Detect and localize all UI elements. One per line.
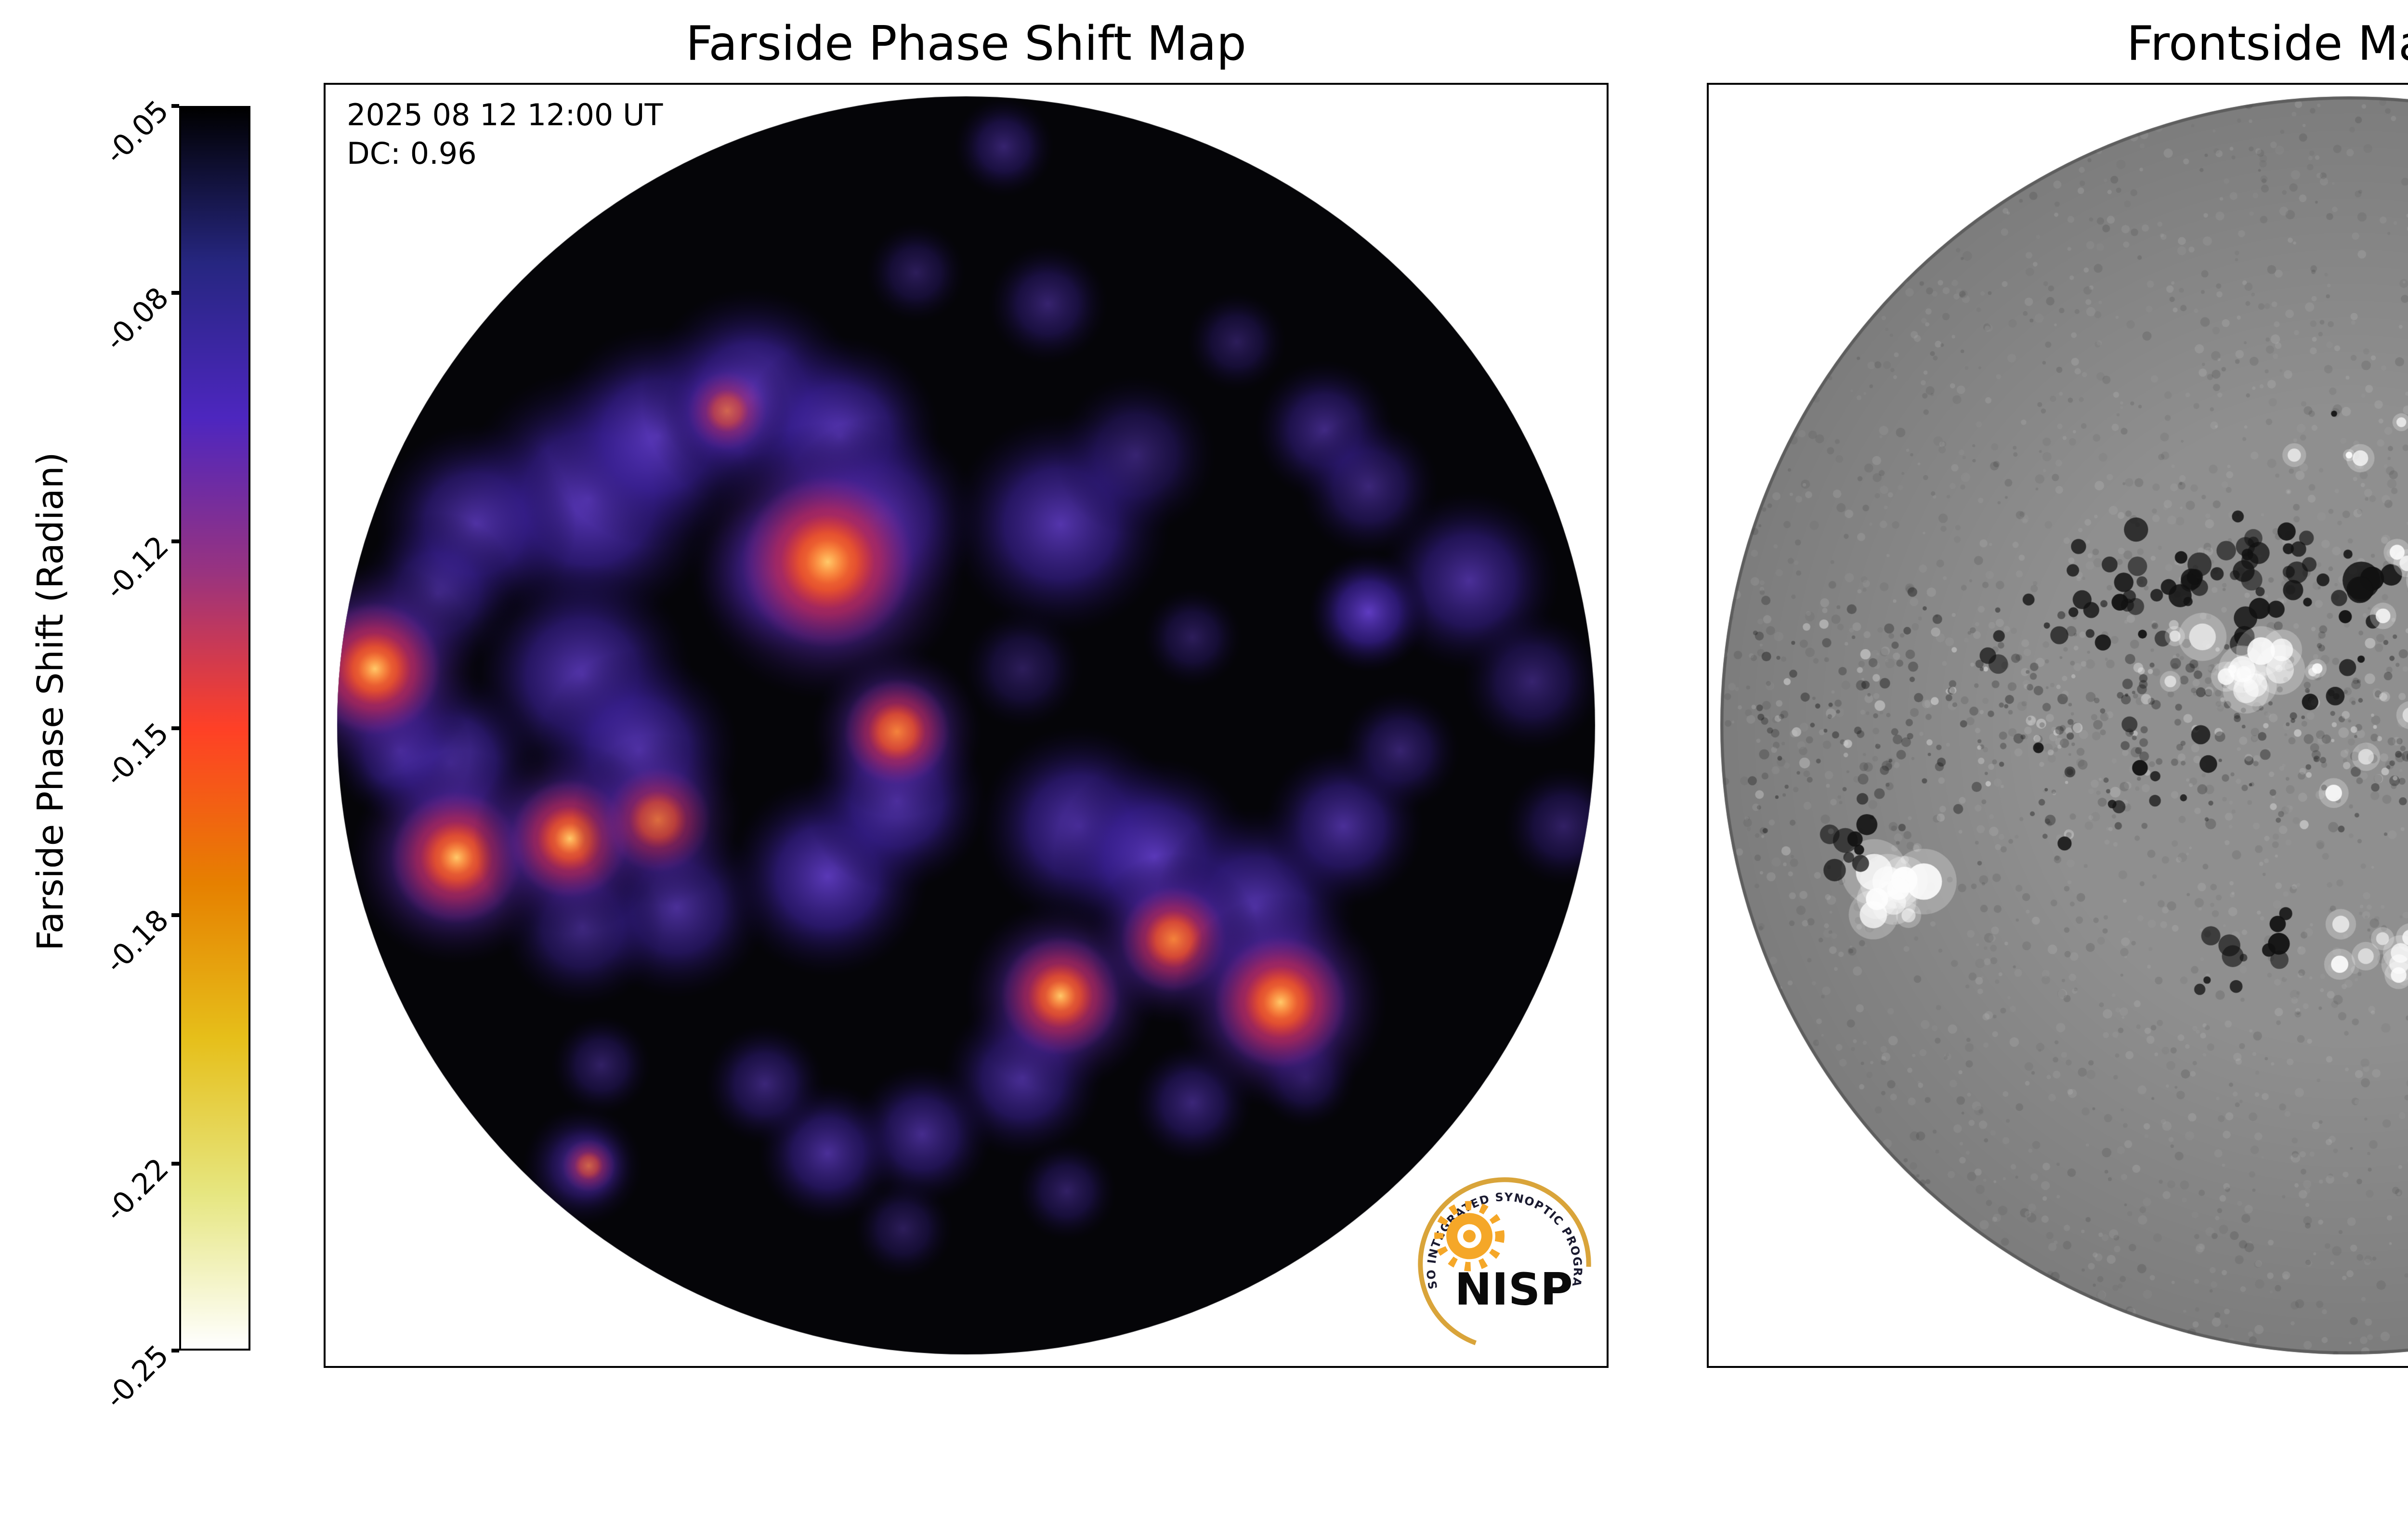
colorbar-gradient xyxy=(181,108,249,1349)
colorbar-tick-mark xyxy=(170,104,179,108)
nisp-logo xyxy=(1412,1171,1597,1356)
farside-map-canvas xyxy=(326,85,1607,1366)
farside-annotation: 2025 08 12 12:00 UT DC: 0.96 xyxy=(347,98,663,175)
colorbar-tick-label: -0.22 xyxy=(98,1151,176,1229)
colorbar-tick-mark xyxy=(170,1162,179,1166)
colorbar xyxy=(179,106,250,1351)
colorbar-tick-label: -0.08 xyxy=(98,280,176,358)
colorbar-tick-label: -0.12 xyxy=(98,529,176,607)
colorbar-ticks: -0.05 -0.08 -0.12 -0.15 -0.18 -0.22 -0.25 xyxy=(0,94,179,1416)
colorbar-tick-mark xyxy=(170,1349,179,1352)
colorbar-tick-label: -0.18 xyxy=(98,903,176,980)
colorbar-tick-mark xyxy=(170,913,179,917)
colorbar-tick-label: -0.25 xyxy=(98,1338,176,1416)
farside-panel: 2025 08 12 12:00 UT DC: 0.96 xyxy=(324,83,1609,1368)
colorbar-tick-label: -0.05 xyxy=(98,93,176,171)
colorbar-tick-mark xyxy=(170,291,179,294)
frontside-panel-title: Frontside Mag Map xyxy=(2126,15,2408,71)
colorbar-tick-mark xyxy=(170,540,179,543)
colorbar-tick-label: -0.15 xyxy=(98,716,176,794)
frontside-panel xyxy=(1707,83,2408,1368)
farside-panel-title: Farside Phase Shift Map xyxy=(685,15,1247,71)
farside-duty-cycle: DC: 0.96 xyxy=(347,136,477,171)
farside-timestamp: 2025 08 12 12:00 UT xyxy=(347,98,663,133)
colorbar-tick-mark xyxy=(170,726,179,730)
frontside-map-canvas xyxy=(1709,85,2408,1366)
